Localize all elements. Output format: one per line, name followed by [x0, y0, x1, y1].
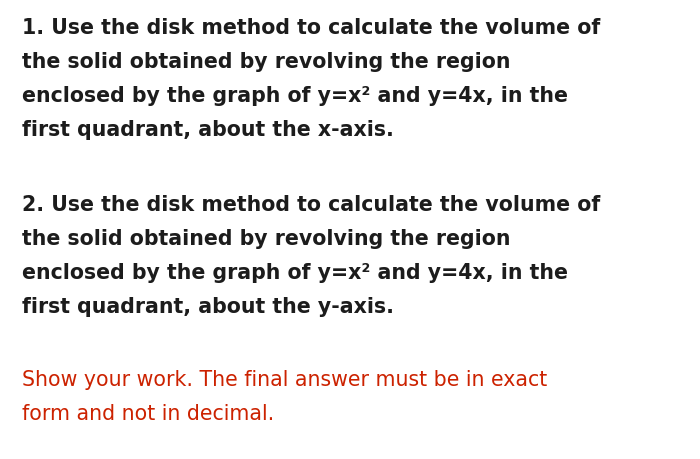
- Text: the solid obtained by revolving the region: the solid obtained by revolving the regi…: [22, 52, 510, 72]
- Text: enclosed by the graph of y=x² and y=4x, in the: enclosed by the graph of y=x² and y=4x, …: [22, 86, 568, 106]
- Text: 2. Use the disk method to calculate the volume of: 2. Use the disk method to calculate the …: [22, 195, 601, 215]
- Text: 1. Use the disk method to calculate the volume of: 1. Use the disk method to calculate the …: [22, 18, 601, 38]
- Text: enclosed by the graph of y=x² and y=4x, in the: enclosed by the graph of y=x² and y=4x, …: [22, 263, 568, 283]
- Text: first quadrant, about the y-axis.: first quadrant, about the y-axis.: [22, 297, 394, 317]
- Text: form and not in decimal.: form and not in decimal.: [22, 404, 274, 424]
- Text: first quadrant, about the x-axis.: first quadrant, about the x-axis.: [22, 120, 394, 140]
- Text: the solid obtained by revolving the region: the solid obtained by revolving the regi…: [22, 229, 510, 249]
- Text: Show your work. The final answer must be in exact: Show your work. The final answer must be…: [22, 370, 547, 390]
